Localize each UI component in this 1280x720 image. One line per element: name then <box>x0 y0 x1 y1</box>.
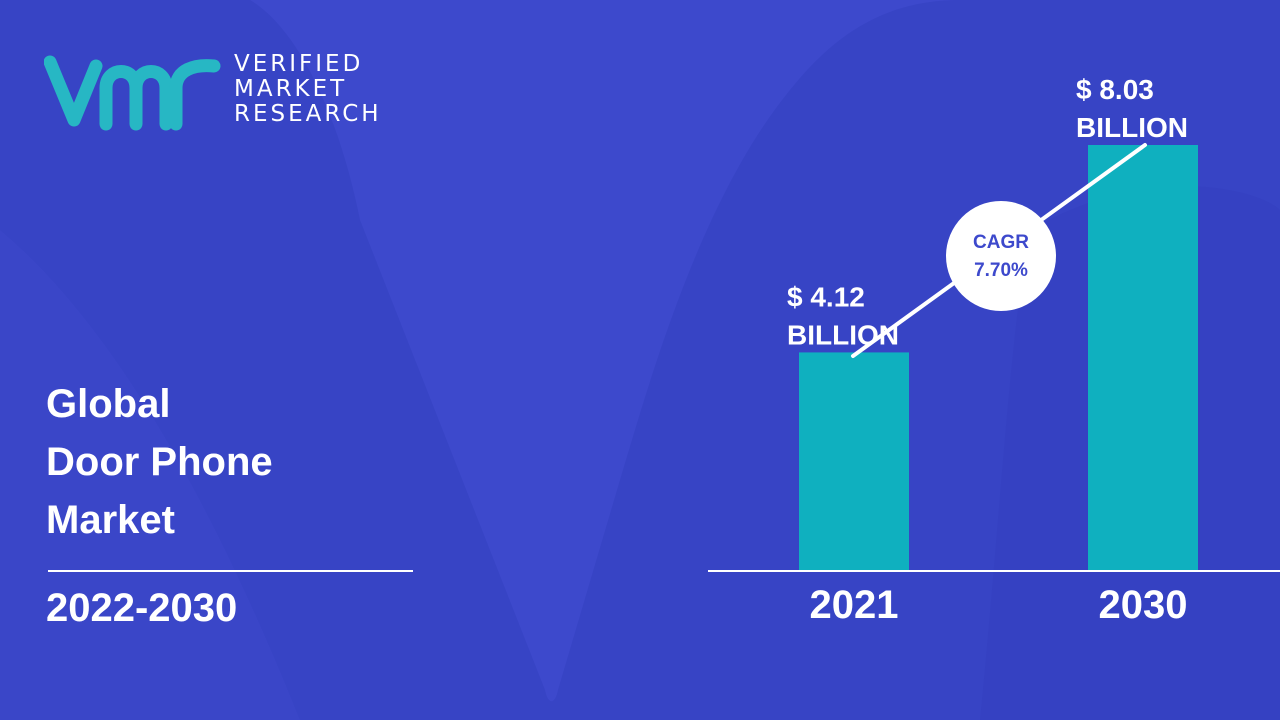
bar-2021 <box>799 352 909 571</box>
value-label-2021-line-2: BILLION <box>787 319 899 350</box>
cagr-label: CAGR <box>973 232 1029 253</box>
vmr-logo-icon <box>44 55 221 131</box>
value-label-2030-line-1: $ 8.03 <box>1076 74 1154 105</box>
report-title: Global Door Phone Market <box>46 375 273 549</box>
bar-2030 <box>1088 145 1198 571</box>
brand-line-market: MARKET <box>234 76 348 102</box>
brand-wordmark: VERIFIED MARKET RESEARCH <box>234 52 382 127</box>
brand-line-research: RESEARCH <box>234 101 382 127</box>
category-label-2030: 2030 <box>1099 583 1188 627</box>
cagr-badge <box>946 201 1056 311</box>
title-line-2: Door Phone <box>46 440 273 484</box>
title-divider <box>48 570 413 572</box>
value-label-2021-line-1: $ 4.12 <box>787 281 865 312</box>
brand-line-verified: VERIFIED <box>234 51 364 77</box>
cagr-value: 7.70% <box>974 260 1028 281</box>
title-line-1: Global <box>46 382 171 426</box>
value-label-2030-line-2: BILLION <box>1076 112 1188 143</box>
brand-logo: VERIFIED MARKET RESEARCH <box>44 52 404 136</box>
category-label-2021: 2021 <box>810 583 899 627</box>
title-line-3: Market <box>46 498 175 542</box>
forecast-period: 2022-2030 <box>46 586 238 630</box>
